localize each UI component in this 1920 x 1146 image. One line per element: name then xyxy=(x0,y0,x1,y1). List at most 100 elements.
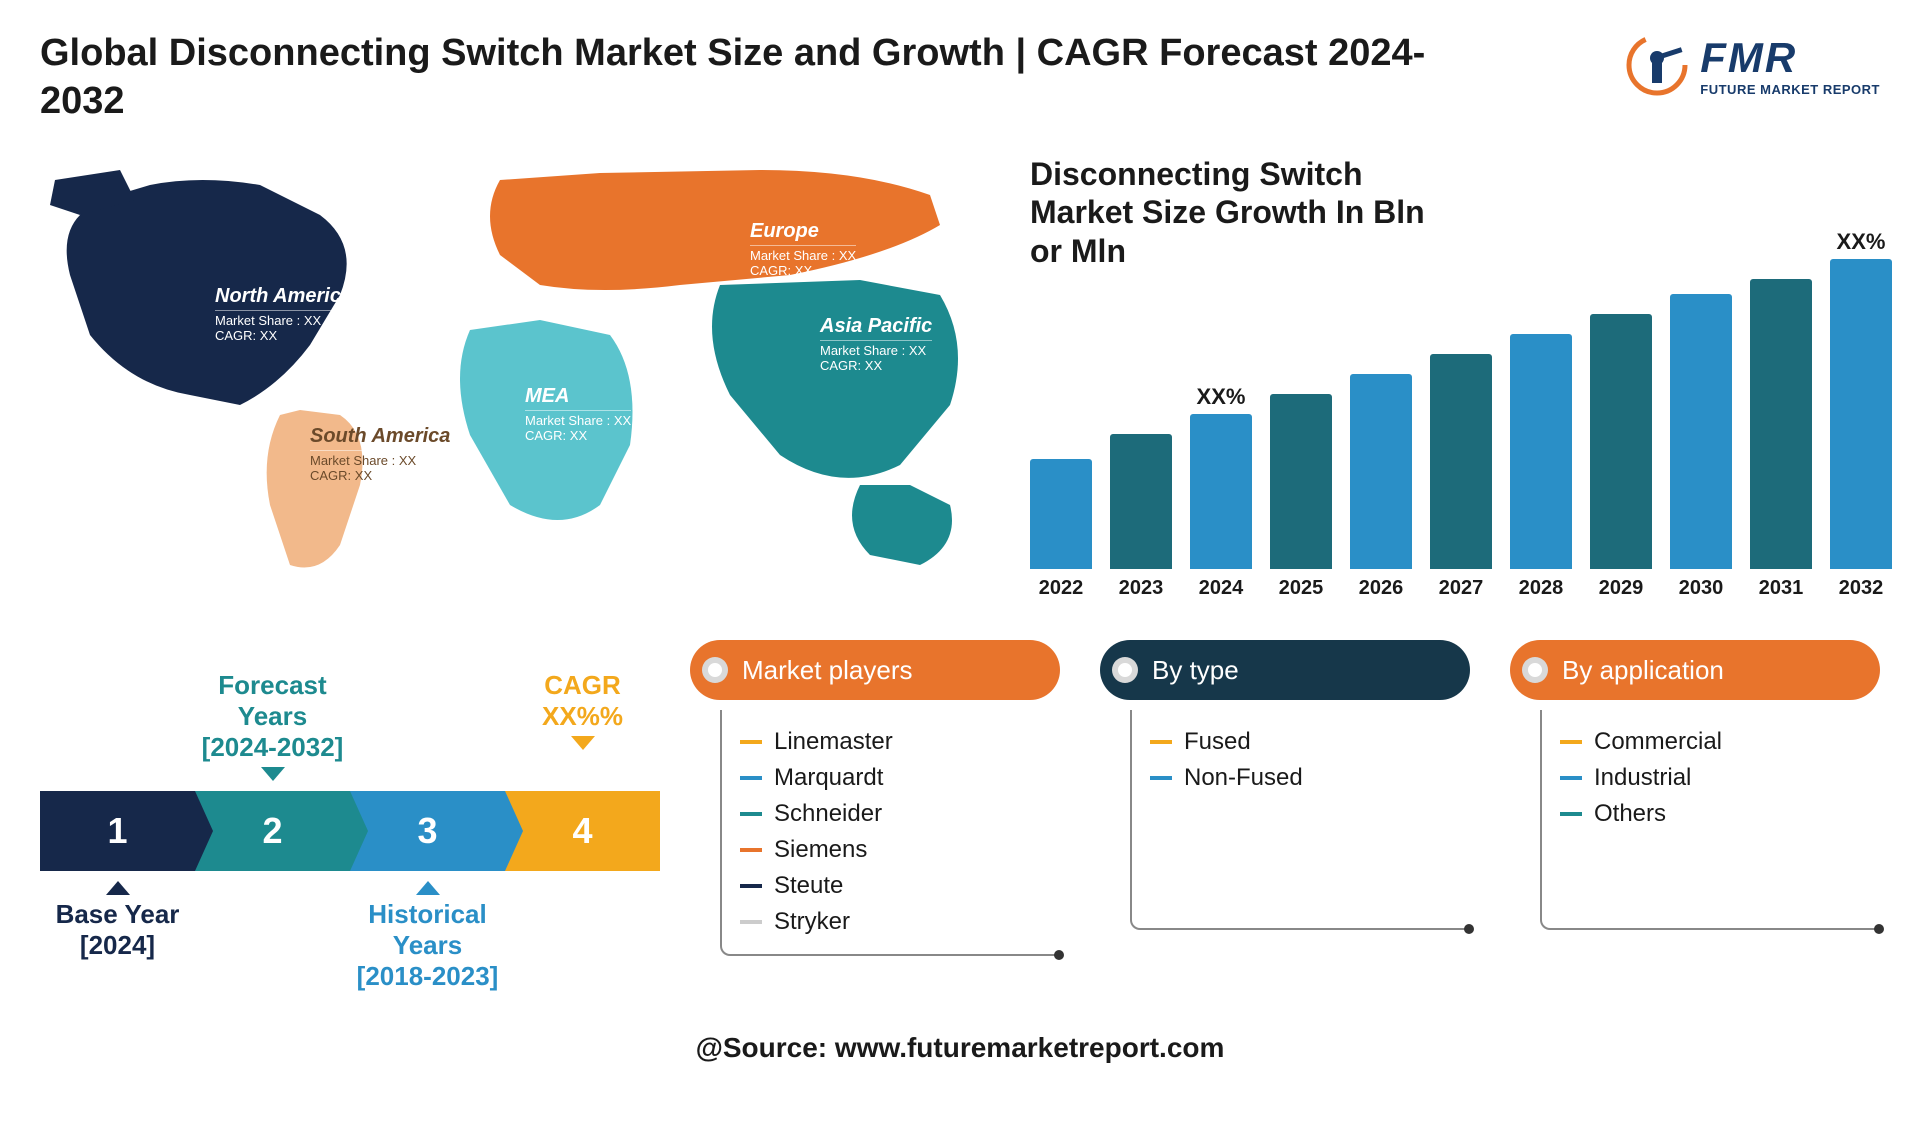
bar-year-label: 2024 xyxy=(1199,577,1244,600)
chart-bar xyxy=(1430,354,1492,569)
bar-year-label: 2032 xyxy=(1839,577,1884,600)
chart-bar xyxy=(1110,434,1172,569)
bar-wrap: XX% 2024 xyxy=(1190,414,1252,600)
region-name: Europe xyxy=(750,220,856,243)
item-label: Industrial xyxy=(1594,764,1691,792)
timeline-bottom-label: Base Year[2024] xyxy=(40,899,195,961)
arrow-down-icon xyxy=(571,736,595,750)
item-label: Marquardt xyxy=(774,764,883,792)
pill-list: Commercial Industrial Others xyxy=(1540,710,1880,930)
chart-bar xyxy=(1350,374,1412,569)
bar-annotation: XX% xyxy=(1837,229,1886,255)
pill-header: By application xyxy=(1510,640,1880,700)
pill-title: By application xyxy=(1562,655,1724,686)
item-dash-icon xyxy=(740,920,762,924)
item-dash-icon xyxy=(740,848,762,852)
logo: FMR FUTURE MARKET REPORT xyxy=(1622,30,1880,100)
chart-bar xyxy=(1510,334,1572,569)
region-cagr: CAGR: XX xyxy=(215,328,352,343)
list-item: Marquardt xyxy=(740,760,1050,796)
item-dash-icon xyxy=(740,776,762,780)
bar-wrap: 2026 xyxy=(1350,374,1412,600)
arrow-down-icon xyxy=(416,881,440,895)
pill-section: By type Fused Non-Fused xyxy=(1100,640,1470,992)
chart-bar xyxy=(1030,459,1092,569)
pill-list: Fused Non-Fused xyxy=(1130,710,1470,930)
bar-year-label: 2029 xyxy=(1599,577,1644,600)
list-item: Fused xyxy=(1150,724,1460,760)
bar-year-label: 2025 xyxy=(1279,577,1324,600)
timeline-top-label: Forecast Years[2024-2032] xyxy=(195,670,350,763)
list-item: Industrial xyxy=(1560,760,1870,796)
region-cagr: CAGR: XX xyxy=(750,263,856,278)
list-item: Non-Fused xyxy=(1150,760,1460,796)
region-cagr: CAGR: XX xyxy=(310,468,450,483)
bar-wrap: 2027 xyxy=(1430,354,1492,600)
region-share: Market Share : XX xyxy=(310,450,450,468)
bar-year-label: 2026 xyxy=(1359,577,1404,600)
region-name: Asia Pacific xyxy=(820,315,932,338)
chart-title: Disconnecting Switch Market Size Growth … xyxy=(1030,155,1430,270)
region-share: Market Share : XX xyxy=(750,245,856,263)
list-item: Linemaster xyxy=(740,724,1050,760)
list-item: Commercial xyxy=(1560,724,1870,760)
item-label: Commercial xyxy=(1594,728,1722,756)
pill-title: By type xyxy=(1152,655,1239,686)
chart-bar xyxy=(1590,314,1652,569)
timeline-box: 1 xyxy=(40,791,195,871)
region-share: Market Share : XX xyxy=(525,410,631,428)
item-label: Linemaster xyxy=(774,728,893,756)
pill-section: Market players Linemaster Marquardt Schn… xyxy=(690,640,1060,992)
region-cagr: CAGR: XX xyxy=(820,358,932,373)
bar-wrap: 2029 xyxy=(1590,314,1652,600)
region-cagr: CAGR: XX xyxy=(525,428,631,443)
bar-chart: 2022 2023 XX% 2024 2025 2026 2027 2028 20… xyxy=(1030,280,1892,600)
item-label: Steute xyxy=(774,872,843,900)
timeline-bottom-label: Historical Years[2018-2023] xyxy=(350,899,505,992)
world-map: North America Market Share : XX CAGR: XX… xyxy=(40,155,990,585)
bar-year-label: 2027 xyxy=(1439,577,1484,600)
arrow-down-icon xyxy=(106,881,130,895)
logo-icon xyxy=(1622,30,1692,100)
item-dash-icon xyxy=(1560,776,1582,780)
bar-year-label: 2030 xyxy=(1679,577,1724,600)
list-item: Stryker xyxy=(740,904,1050,940)
bar-wrap: 2031 xyxy=(1750,279,1812,600)
timeline-top-label: CAGRXX%% xyxy=(505,670,660,732)
chart-bar xyxy=(1830,259,1892,569)
bar-wrap: 2025 xyxy=(1270,394,1332,600)
bar-wrap: 2022 xyxy=(1030,459,1092,600)
chart-bar xyxy=(1190,414,1252,569)
list-item: Siemens xyxy=(740,832,1050,868)
bar-wrap: 2023 xyxy=(1110,434,1172,600)
bar-annotation: XX% xyxy=(1197,384,1246,410)
timeline-box: 3 xyxy=(350,791,505,871)
chart-bar xyxy=(1670,294,1732,569)
logo-sub-text: FUTURE MARKET REPORT xyxy=(1700,82,1880,97)
pill-title: Market players xyxy=(742,655,913,686)
item-label: Stryker xyxy=(774,908,850,936)
item-dash-icon xyxy=(740,740,762,744)
bar-year-label: 2028 xyxy=(1519,577,1564,600)
region-name: MEA xyxy=(525,385,631,408)
bar-wrap: 2028 xyxy=(1510,334,1572,600)
region-share: Market Share : XX xyxy=(215,310,352,328)
item-dash-icon xyxy=(1150,740,1172,744)
page-title: Global Disconnecting Switch Market Size … xyxy=(40,30,1440,125)
region-name: North America xyxy=(215,285,352,308)
logo-main-text: FMR xyxy=(1700,34,1880,82)
pill-header: By type xyxy=(1100,640,1470,700)
item-dash-icon xyxy=(1560,740,1582,744)
pill-section: By application Commercial Industrial Oth… xyxy=(1510,640,1880,992)
chart-bar xyxy=(1270,394,1332,569)
item-dash-icon xyxy=(1150,776,1172,780)
chart-bar xyxy=(1750,279,1812,569)
item-label: Others xyxy=(1594,800,1666,828)
bar-year-label: 2023 xyxy=(1119,577,1164,600)
timeline-box: 2 xyxy=(195,791,350,871)
list-item: Others xyxy=(1560,796,1870,832)
item-dash-icon xyxy=(740,884,762,888)
bar-year-label: 2022 xyxy=(1039,577,1084,600)
pill-circle-icon xyxy=(1522,657,1548,683)
pill-circle-icon xyxy=(1112,657,1138,683)
